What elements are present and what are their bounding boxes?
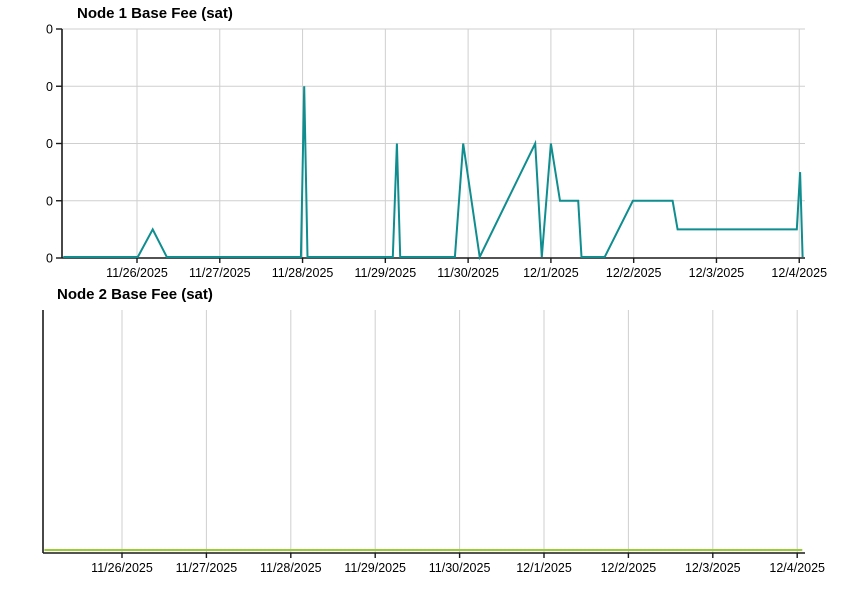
x-tick-label: 11/26/2025 bbox=[91, 561, 153, 575]
x-tick-label: 12/1/2025 bbox=[516, 561, 572, 575]
x-tick-label: 11/27/2025 bbox=[176, 561, 238, 575]
x-tick-label: 12/1/2025 bbox=[523, 266, 579, 280]
x-tick-label: 11/30/2025 bbox=[429, 561, 491, 575]
x-tick-label: 11/26/2025 bbox=[106, 266, 168, 280]
x-tick-label: 11/28/2025 bbox=[272, 266, 334, 280]
y-tick-label: 0 bbox=[46, 194, 53, 208]
x-tick-label: 12/3/2025 bbox=[689, 266, 745, 280]
y-tick-label: 0 bbox=[46, 252, 53, 266]
x-tick-label: 12/4/2025 bbox=[771, 266, 827, 280]
node1-chart-title: Node 1 Base Fee (sat) bbox=[77, 5, 233, 22]
node2-chart-title: Node 2 Base Fee (sat) bbox=[57, 286, 213, 303]
x-tick-label: 12/4/2025 bbox=[769, 561, 825, 575]
x-tick-label: 11/30/2025 bbox=[437, 266, 499, 280]
y-tick-label: 0 bbox=[46, 137, 53, 151]
y-tick-label: 0 bbox=[46, 80, 53, 94]
node1-data-line bbox=[63, 86, 804, 261]
x-tick-label: 12/2/2025 bbox=[601, 561, 657, 575]
x-tick-label: 11/28/2025 bbox=[260, 561, 322, 575]
x-tick-label: 11/29/2025 bbox=[355, 266, 417, 280]
y-tick-label: 0 bbox=[46, 23, 53, 37]
x-tick-label: 11/29/2025 bbox=[344, 561, 406, 575]
x-tick-label: 11/27/2025 bbox=[189, 266, 251, 280]
x-tick-label: 12/3/2025 bbox=[685, 561, 741, 575]
x-tick-label: 12/2/2025 bbox=[606, 266, 662, 280]
